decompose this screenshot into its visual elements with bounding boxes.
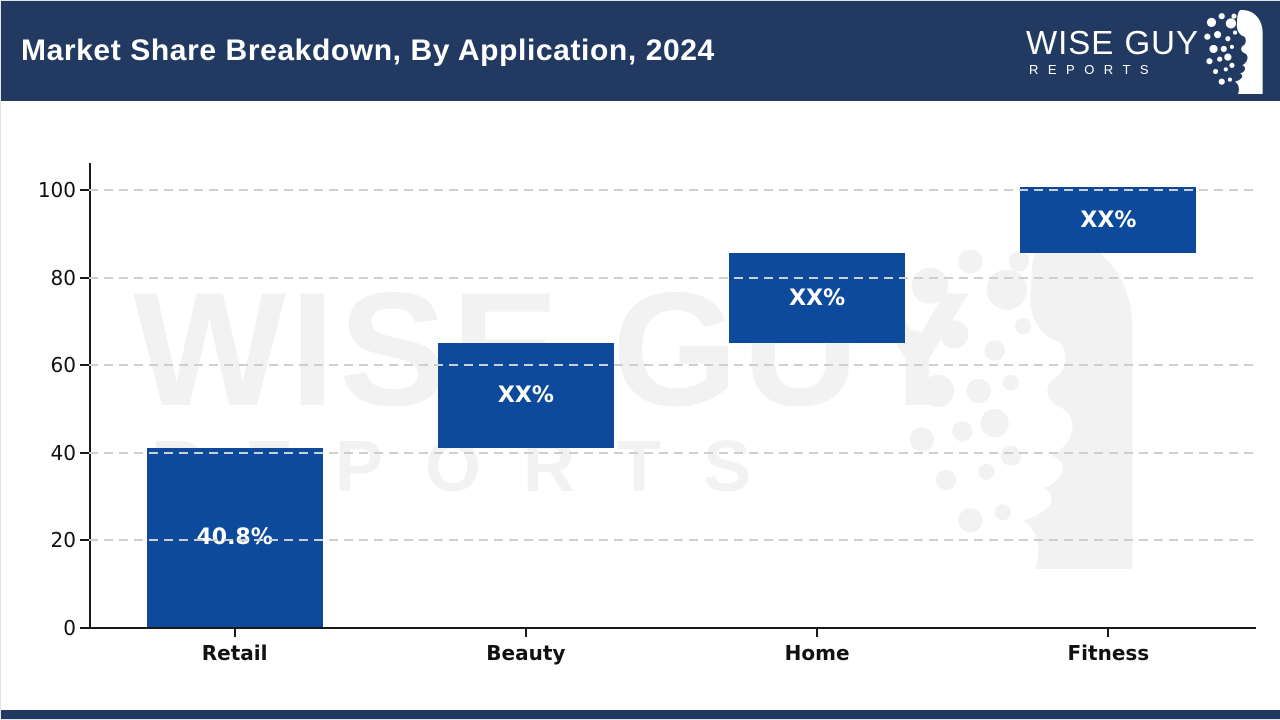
x-tick: [1107, 629, 1110, 637]
x-category-label: Retail: [201, 641, 268, 665]
bar-beauty: XX%: [437, 343, 614, 449]
y-tick-label: 60: [50, 353, 76, 378]
y-tick: [80, 539, 89, 542]
x-category-label: Beauty: [486, 641, 566, 665]
wise-guy-logo: WISE GUY REPORTS: [1026, 8, 1267, 94]
y-tick-label: 0: [63, 616, 76, 640]
bar-home: XX%: [729, 252, 906, 344]
y-axis-line: [89, 163, 91, 629]
y-tick: [80, 189, 89, 191]
bar-fitness: XX%: [1020, 187, 1197, 253]
x-tick: [816, 629, 819, 637]
bar-value-label: XX%: [1080, 207, 1137, 233]
gridline: [89, 451, 1254, 454]
y-tick-label: 100: [37, 178, 76, 202]
bar-value-label: XX%: [497, 383, 554, 409]
page-title: Market Share Breakdown, By Application, …: [21, 34, 715, 67]
y-tick-label: 80: [50, 265, 76, 290]
header: Market Share Breakdown, By Application, …: [1, 1, 1280, 101]
y-tick: [80, 451, 89, 454]
y-tick: [80, 627, 89, 629]
y-tick: [80, 276, 89, 279]
x-tick: [524, 629, 527, 637]
gridline: [89, 276, 1254, 279]
logo-wordmark: WISE GUY: [1025, 23, 1199, 61]
y-tick-label: 40: [50, 440, 76, 465]
face-logo-icon: [1201, 8, 1267, 94]
logo-text: WISE GUY REPORTS: [1026, 26, 1199, 77]
x-axis-line: [89, 627, 1256, 629]
x-category-label: Fitness: [1067, 641, 1150, 665]
logo-subtitle: REPORTS: [1028, 61, 1159, 77]
watermark-face-icon: [869, 229, 1169, 569]
y-tick-label: 20: [50, 528, 76, 553]
x-tick: [233, 629, 236, 637]
bar-retail: 40.8%: [146, 448, 323, 627]
bar-value-label: 40.8%: [196, 525, 273, 551]
bar-value-label: XX%: [789, 285, 846, 311]
chart-area: WISE GUY REPORTS 0 20 40 60 80 100 40.8% Retail…: [1, 101, 1280, 712]
gridline: [89, 539, 1254, 542]
gridline: [89, 364, 1254, 367]
y-tick: [80, 364, 89, 367]
x-category-label: Home: [784, 641, 850, 665]
gridline: [89, 189, 1254, 191]
footer-bar: [1, 710, 1280, 719]
